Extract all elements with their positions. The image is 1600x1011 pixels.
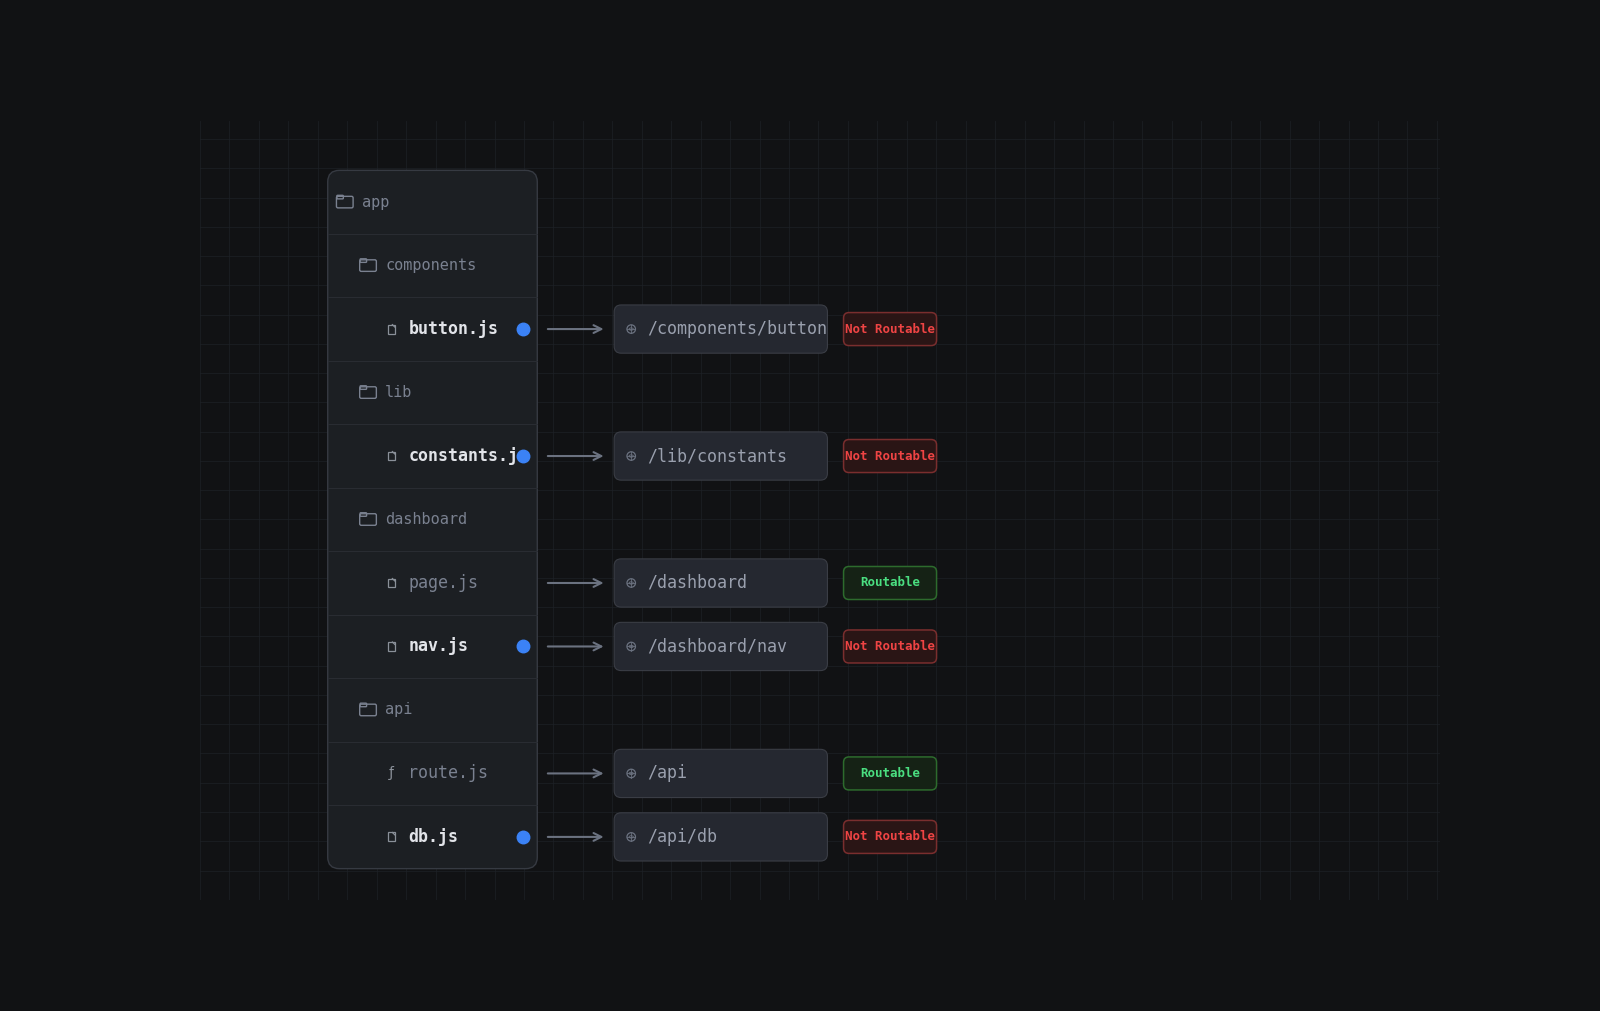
- Text: /components/button: /components/button: [646, 320, 827, 338]
- FancyBboxPatch shape: [843, 566, 936, 600]
- Text: Not Routable: Not Routable: [845, 830, 934, 843]
- Bar: [387, 642, 395, 651]
- FancyBboxPatch shape: [614, 749, 827, 798]
- Text: ƒ: ƒ: [389, 766, 394, 780]
- Text: dashboard: dashboard: [386, 512, 467, 527]
- FancyBboxPatch shape: [614, 813, 827, 861]
- Text: db.js: db.js: [408, 828, 458, 846]
- Bar: [387, 578, 395, 587]
- FancyBboxPatch shape: [843, 630, 936, 663]
- FancyBboxPatch shape: [843, 440, 936, 472]
- Text: Not Routable: Not Routable: [845, 323, 934, 336]
- FancyBboxPatch shape: [843, 757, 936, 790]
- Text: /lib/constants: /lib/constants: [646, 447, 787, 465]
- Text: Routable: Routable: [861, 767, 920, 779]
- Text: Not Routable: Not Routable: [845, 450, 934, 462]
- Text: lib: lib: [386, 385, 413, 400]
- Bar: [387, 832, 395, 841]
- Text: /api/db: /api/db: [646, 828, 717, 846]
- Text: components: components: [386, 258, 477, 273]
- FancyBboxPatch shape: [614, 623, 827, 670]
- Text: /dashboard/nav: /dashboard/nav: [646, 638, 787, 655]
- Text: constants.js: constants.js: [408, 447, 528, 465]
- Text: route.js: route.js: [408, 764, 488, 783]
- FancyBboxPatch shape: [614, 432, 827, 480]
- Text: page.js: page.js: [408, 574, 478, 592]
- Text: api: api: [386, 703, 413, 718]
- FancyBboxPatch shape: [843, 312, 936, 346]
- Bar: [387, 325, 395, 334]
- Text: nav.js: nav.js: [408, 638, 469, 655]
- Text: /api: /api: [646, 764, 686, 783]
- Text: Routable: Routable: [861, 576, 920, 589]
- FancyBboxPatch shape: [614, 559, 827, 608]
- FancyBboxPatch shape: [328, 171, 538, 868]
- Text: Not Routable: Not Routable: [845, 640, 934, 653]
- Bar: [387, 452, 395, 460]
- Text: button.js: button.js: [408, 320, 498, 338]
- FancyBboxPatch shape: [614, 305, 827, 353]
- Text: /dashboard: /dashboard: [646, 574, 747, 592]
- Text: app: app: [362, 194, 389, 209]
- FancyBboxPatch shape: [843, 820, 936, 853]
